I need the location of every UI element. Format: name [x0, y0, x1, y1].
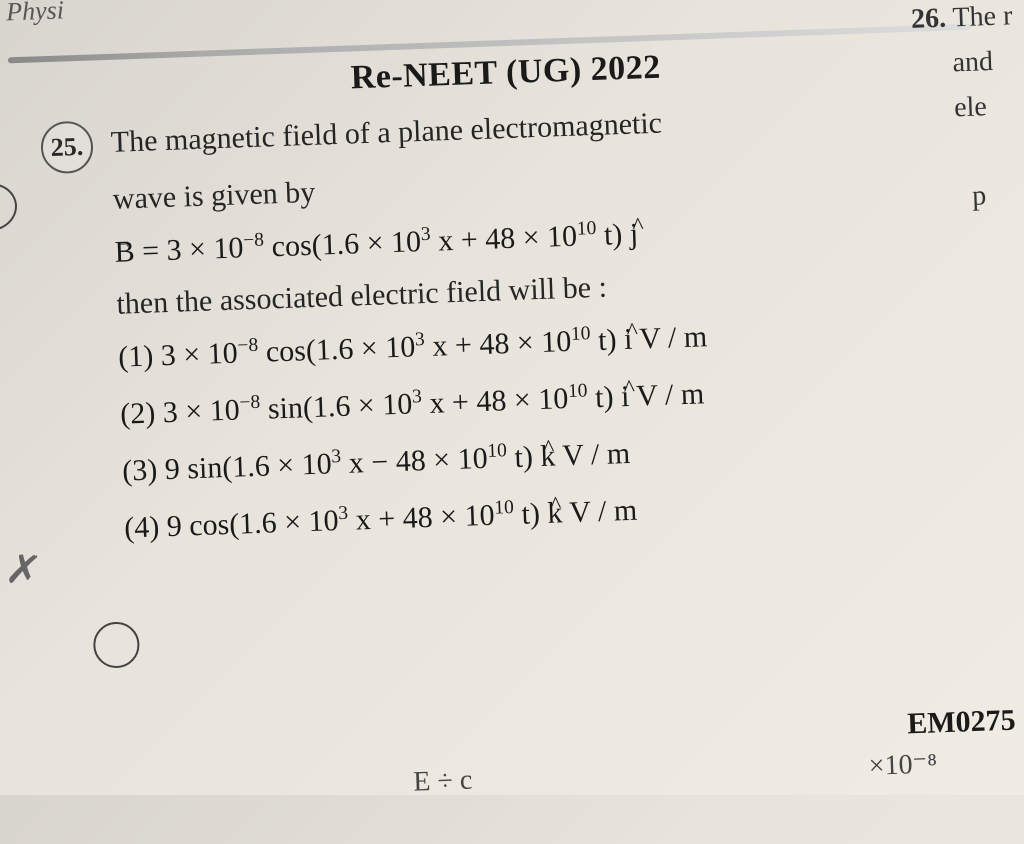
opt2-exp1: −8: [239, 392, 260, 414]
em-code: EM0275: [907, 704, 1016, 742]
option-4-circle-mark: [93, 621, 141, 669]
eq-part: = 3 × 10: [134, 231, 244, 268]
opt1-exp3: 10: [571, 323, 591, 345]
opt2-num: (2): [120, 396, 164, 430]
opt1-a: 3 × 10: [160, 337, 238, 373]
pencil-cross-mark: ✗: [2, 543, 44, 597]
exp1: −8: [243, 230, 264, 252]
opt2-d: t): [587, 380, 621, 414]
q26-l2: and: [952, 46, 993, 78]
i-hat-2: i: [620, 380, 629, 413]
j-hat: j: [629, 218, 638, 251]
question-26-fragment: 26. The r and ele p: [910, 0, 1024, 222]
opt2-b: sin(1.6 × 10: [260, 387, 413, 425]
vector-b: B: [114, 235, 135, 269]
exp3: 10: [576, 218, 596, 240]
opt4-c: x + 48 × 10: [348, 499, 495, 537]
opt2-exp3: 10: [568, 380, 588, 402]
opt3-c: x − 48 × 10: [341, 442, 488, 480]
opt4-num: (4): [124, 510, 168, 544]
opt2-a: 3 × 10: [162, 394, 240, 430]
k-hat-4: k: [547, 496, 563, 530]
corner-subject-fragment: Physi: [6, 0, 65, 27]
handwritten-scribble-2: ×10⁻⁸: [868, 746, 937, 782]
end-part: t): [596, 218, 630, 252]
opt4-a: 9 cos(1.6 × 10: [166, 504, 339, 543]
opt1-vm: V / m: [632, 320, 708, 356]
opt1-exp1: −8: [237, 335, 258, 357]
opt4-exp3: 10: [494, 497, 514, 519]
i-hat-1: i: [623, 323, 632, 356]
mid-part: x + 48 × 10: [430, 220, 577, 258]
opt3-vm: V / m: [555, 437, 631, 473]
opt1-num: (1): [118, 339, 162, 373]
opt1-d: t): [590, 323, 624, 357]
q26-l3: ele: [954, 91, 988, 123]
opt4-d: t): [513, 497, 547, 531]
opt3-exp3: 10: [487, 440, 507, 462]
q26-l4: p: [972, 181, 987, 212]
opt1-b: cos(1.6 × 10: [258, 330, 416, 368]
cos-part: cos(1.6 × 10: [264, 225, 422, 263]
q26-l1: The r: [952, 0, 1013, 33]
opt3-a: 9 sin(1.6 × 10: [164, 447, 332, 486]
opt3-num: (3): [122, 453, 166, 487]
opt3-d: t): [507, 440, 541, 474]
handwritten-scribble-1: E ÷ c: [413, 765, 473, 799]
handwritten-answer-mark: 4: [0, 180, 20, 234]
question-number-25: 25.: [40, 120, 94, 174]
question-number-26: 26.: [911, 3, 947, 35]
opt2-c: x + 48 × 10: [421, 382, 568, 420]
opt2-vm: V / m: [629, 377, 705, 413]
opt1-c: x + 48 × 10: [424, 325, 571, 363]
opt4-vm: V / m: [562, 494, 638, 530]
k-hat-3: k: [540, 440, 556, 474]
